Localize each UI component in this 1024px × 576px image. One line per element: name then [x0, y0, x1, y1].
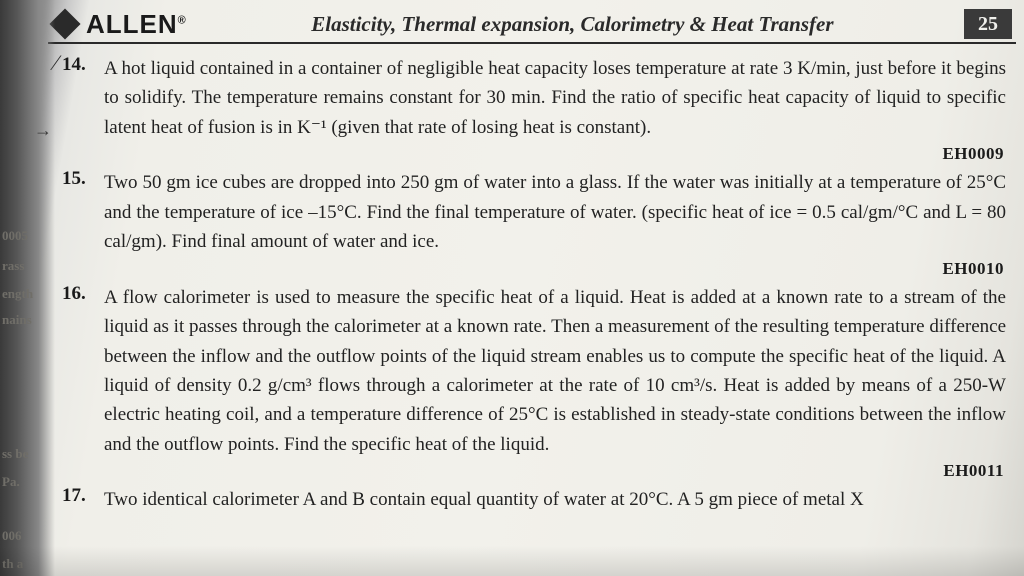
margin-text: th a: [2, 556, 23, 572]
question-17: 17. Two identical calorimeter A and B co…: [60, 485, 1006, 514]
arrow-annotation-icon: →: [34, 120, 52, 141]
question-text: Two identical calorimeter A and B contai…: [104, 485, 1006, 514]
question-14: ⁄ 14. A hot liquid contained in a contai…: [60, 54, 1006, 142]
page-number: 25: [978, 13, 998, 36]
question-number: ⁄ 14.: [60, 54, 104, 76]
qnum-text: 14.: [62, 54, 86, 75]
margin-text: ength: [2, 286, 33, 302]
margin-text: 006: [2, 528, 22, 544]
question-number: 15.: [60, 168, 104, 190]
margin-text: Pa.: [2, 474, 20, 490]
chapter-title: Elasticity, Thermal expansion, Calorimet…: [187, 12, 964, 37]
margin-text: 0005: [2, 228, 28, 244]
page-number-box: 25: [964, 9, 1012, 39]
question-text: A flow calorimeter is used to measure th…: [104, 283, 1006, 460]
brand-text: ALLEN: [86, 9, 178, 39]
question-code: EH0010: [60, 259, 1006, 279]
question-text: A hot liquid contained in a container of…: [104, 54, 1006, 142]
question-code: EH0009: [60, 144, 1006, 164]
margin-text: ss be: [2, 446, 28, 462]
question-list: ⁄ 14. A hot liquid contained in a contai…: [60, 50, 1006, 576]
question-number: 16.: [60, 283, 104, 305]
margin-text: rass: [2, 258, 24, 274]
margin-text: nains: [2, 312, 32, 328]
question-code: EH0011: [60, 461, 1006, 481]
page-header: ALLEN® Elasticity, Thermal expansion, Ca…: [48, 6, 1016, 44]
left-margin-fragments: 0005 rass ength nains ss be Pa. 006 th a: [0, 0, 36, 576]
question-text: Two 50 gm ice cubes are dropped into 250…: [104, 168, 1006, 256]
question-16: 16. A flow calorimeter is used to measur…: [60, 283, 1006, 460]
question-15: 15. Two 50 gm ice cubes are dropped into…: [60, 168, 1006, 256]
question-number: 17.: [60, 485, 104, 507]
brand-reg-mark: ®: [178, 14, 187, 26]
brand-name: ALLEN®: [86, 9, 187, 40]
